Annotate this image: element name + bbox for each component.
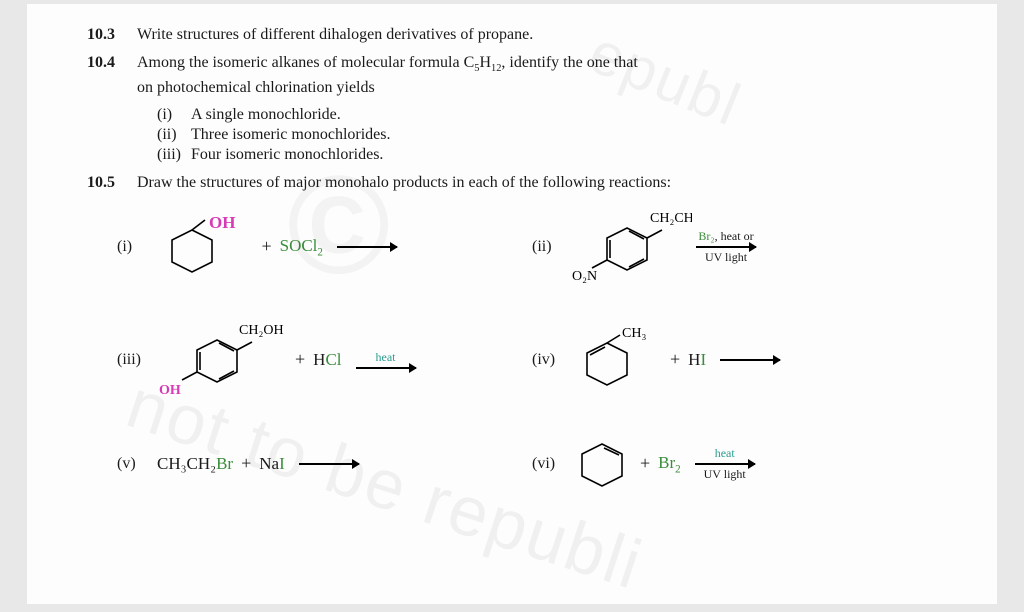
q104-text-line2: on photochemical chlorination yields [137, 79, 375, 96]
arrow-icon [696, 246, 756, 248]
question-text: Write structures of different dihalogen … [137, 24, 533, 46]
plus-sign: + [640, 453, 650, 474]
rx-label-ii: (ii) [532, 238, 572, 256]
question-10-4: 10.4 Among the isomeric alkanes of molec… [87, 52, 947, 99]
subnum-i: (i) [157, 106, 191, 124]
heat-label: heat [715, 446, 735, 461]
arrow-icon [356, 367, 416, 369]
subtext-ii: Three isomeric monochlorides. [191, 126, 391, 144]
reaction-i: (i) OH + SOCl2 [117, 212, 532, 282]
nai-reagent: NaI [259, 454, 285, 474]
ethyl-bromide: CH₃CH₂Br [157, 454, 233, 474]
uv-light-label: UV light [705, 250, 747, 265]
q104-sublist: (i) A single monochloride. (ii) Three is… [157, 106, 947, 164]
arrow-icon [299, 463, 359, 465]
br2-reagent: Br2 [658, 453, 681, 475]
rx-label-i: (i) [117, 238, 157, 256]
hcl-reagent: HCl [313, 350, 341, 370]
rx-label-iv: (iv) [532, 351, 572, 369]
uv-light-label: UV light [704, 467, 746, 482]
reactions-grid: (i) OH + SOCl2 (ii) [117, 208, 947, 494]
arrow-with-heat: heat [352, 350, 420, 369]
question-text: Among the isomeric alkanes of molecular … [137, 52, 638, 99]
subtext-iii: Four isomeric monochlorides. [191, 146, 383, 164]
q104-text-part1: Among the isomeric alkanes of molecular … [137, 54, 474, 71]
plus-sign: + [670, 349, 680, 370]
plus-sign: + [241, 453, 251, 474]
question-number: 10.3 [87, 24, 137, 46]
reaction-iv: (iv) CH₃ + HI [532, 325, 947, 395]
arrow-icon [337, 246, 397, 248]
heat-label: heat [376, 350, 396, 365]
reaction-iii: (iii) CH₂OH OH + HCl heat [117, 320, 532, 400]
q104-item-i: (i) A single monochloride. [157, 106, 947, 124]
methylcyclohexene-icon: CH₃ [572, 325, 662, 395]
p-hydroxybenzyl-alcohol-icon: CH₂OH OH [157, 320, 287, 400]
q104-text-end: , identify the one that [501, 54, 637, 71]
reaction-row-2: (iii) CH₂OH OH + HCl heat [117, 320, 947, 400]
q104-item-ii: (ii) Three isomeric monochlorides. [157, 126, 947, 144]
svg-text:O₂N: O₂N [572, 269, 597, 284]
plus-sign: + [295, 349, 305, 370]
arrow-with-conditions: Br₂, heat or UV light [692, 229, 760, 265]
reaction-v: (v) CH₃CH₂Br + NaI [117, 453, 532, 474]
question-text: Draw the structures of major monohalo pr… [137, 172, 671, 194]
reaction-ii: (ii) CH₂CH₃ O₂N Br₂, heat or UV light [532, 208, 947, 286]
q104-H: H [479, 54, 491, 71]
arrow-icon [720, 359, 780, 361]
question-10-5: 10.5 Draw the structures of major monoha… [87, 172, 947, 194]
rx-label-iii: (iii) [117, 351, 157, 369]
reaction-row-3: (v) CH₃CH₂Br + NaI (vi) + Br2 heat [117, 434, 947, 494]
svg-text:CH₂OH: CH₂OH [239, 323, 284, 338]
oh-label: OH [209, 213, 235, 233]
arrow-icon [695, 463, 755, 465]
rx-label-v: (v) [117, 455, 157, 473]
svg-text:OH: OH [159, 383, 181, 398]
cyclohexene-icon [572, 434, 632, 494]
socl2-reagent: SOCl2 [280, 236, 323, 258]
question-number: 10.5 [87, 172, 137, 194]
subtext-i: A single monochloride. [191, 106, 341, 124]
question-number: 10.4 [87, 52, 137, 99]
plus-sign: + [261, 236, 271, 257]
subnum-iii: (iii) [157, 146, 191, 164]
arrow-with-conditions: heat UV light [691, 446, 759, 482]
reaction-row-1: (i) OH + SOCl2 (ii) [117, 208, 947, 286]
br2-heat-label: Br₂, heat or [698, 229, 753, 244]
question-10-3: 10.3 Write structures of different dihal… [87, 24, 947, 46]
reaction-vi: (vi) + Br2 heat UV light [532, 434, 947, 494]
subnum-ii: (ii) [157, 126, 191, 144]
sub-12: 12 [491, 64, 501, 75]
svg-text:CH₂CH₃: CH₂CH₃ [650, 211, 692, 226]
svg-text:CH₃: CH₃ [622, 326, 646, 341]
hi-reagent: HI [688, 350, 706, 370]
p-nitro-ethylbenzene-icon: CH₂CH₃ O₂N [572, 208, 692, 286]
textbook-page: © not to be republi epubl 10.3 Write str… [27, 4, 997, 604]
rx-label-vi: (vi) [532, 455, 572, 473]
q104-item-iii: (iii) Four isomeric monochlorides. [157, 146, 947, 164]
